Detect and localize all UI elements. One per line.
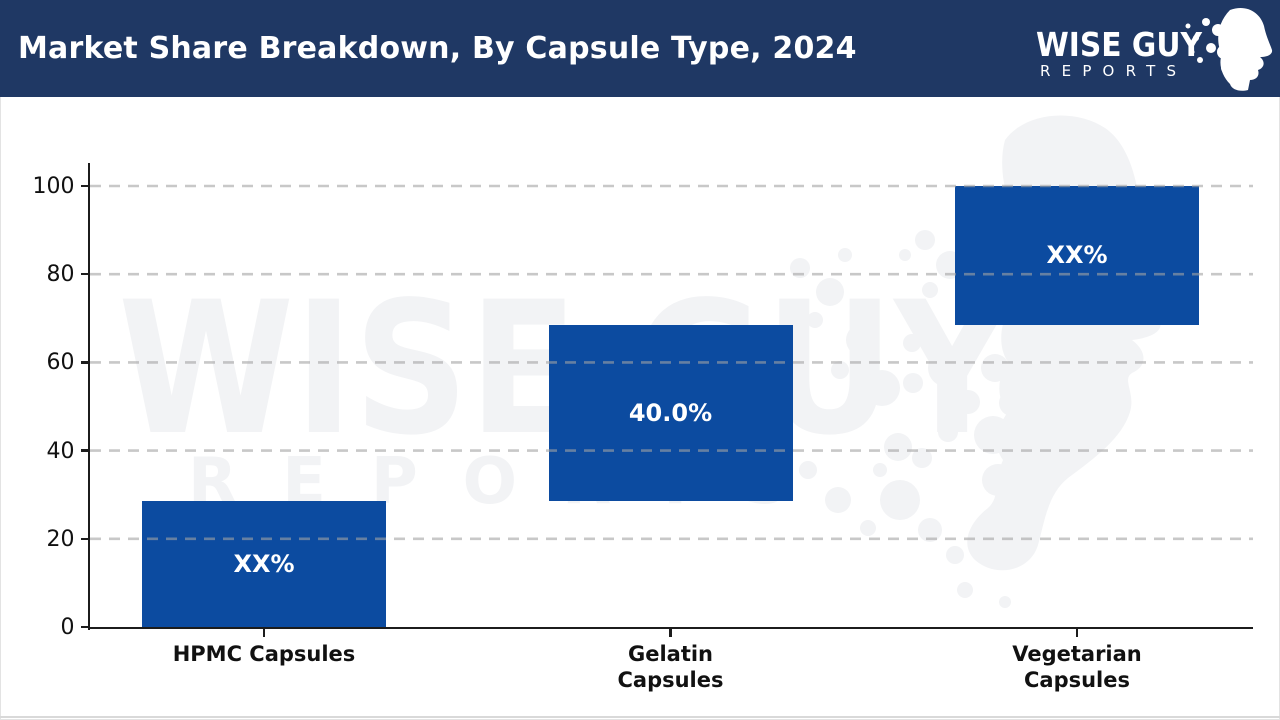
- logo-tagline-text: REPORTS: [1040, 62, 1186, 80]
- bar-gelatin-capsules: 40.0%: [548, 324, 793, 502]
- logo-brand-text: WISE GUY: [1036, 25, 1203, 64]
- logo-face-icon: [1185, 7, 1273, 91]
- bar-hpmc-capsules: XX%: [142, 501, 386, 627]
- wise-guy-logo: WISE GUY REPORTS: [1036, 7, 1273, 91]
- bar-value-label: XX%: [1046, 241, 1108, 270]
- bar-value-label: 40.0%: [628, 399, 713, 428]
- bar-vegetarian-capsules: XX%: [955, 186, 1199, 325]
- page-title: Market Share Breakdown, By Capsule Type,…: [18, 31, 857, 66]
- header-bar: Market Share Breakdown, By Capsule Type,…: [0, 0, 1280, 97]
- bar-value-label: XX%: [233, 550, 295, 579]
- footer-divider: [0, 716, 1280, 718]
